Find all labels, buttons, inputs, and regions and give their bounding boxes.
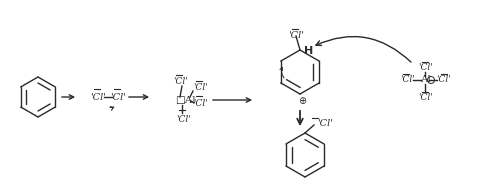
Text: 'Cl': 'Cl'	[192, 82, 208, 92]
Text: 'Cl': 'Cl'	[418, 63, 432, 73]
Text: 'Cl': 'Cl'	[172, 76, 188, 86]
Text: 'Cl': 'Cl'	[400, 75, 414, 85]
Text: 'Cl': 'Cl'	[418, 93, 432, 101]
Text: 'Cl': 'Cl'	[192, 100, 208, 108]
Text: 'Cl': 'Cl'	[176, 114, 190, 124]
Text: 'Cl': 'Cl'	[288, 30, 304, 40]
Text: Al: Al	[420, 75, 430, 85]
Text: □Al: □Al	[174, 95, 196, 105]
Text: 'Cl': 'Cl'	[436, 75, 450, 85]
Text: 'Cl': 'Cl'	[90, 93, 106, 101]
Text: ⊕: ⊕	[298, 96, 306, 106]
Text: 'Cl': 'Cl'	[110, 93, 126, 101]
Text: 'Cl': 'Cl'	[317, 120, 333, 128]
Text: H: H	[304, 46, 314, 56]
